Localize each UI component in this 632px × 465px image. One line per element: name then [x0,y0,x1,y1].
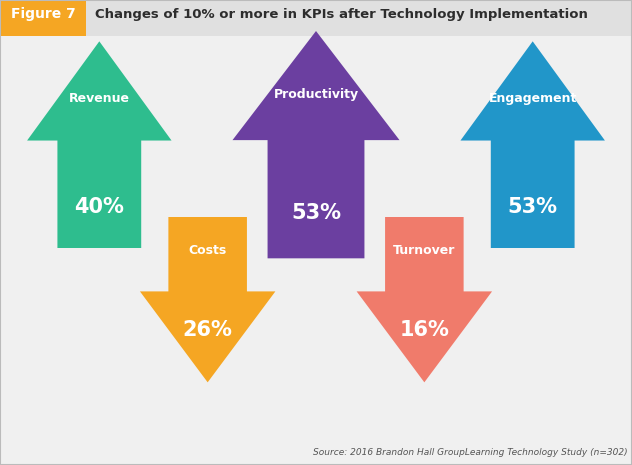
Polygon shape [461,41,605,248]
Polygon shape [233,31,399,259]
Bar [0,0,632,36]
Bar [0,0,86,36]
Text: 53%: 53% [291,203,341,223]
Text: 40%: 40% [75,197,125,217]
Text: 16%: 16% [399,319,449,339]
Text: Source: 2016 Brandon Hall GroupLearning Technology Study (n=302): Source: 2016 Brandon Hall GroupLearning … [313,448,628,457]
Text: Figure 7: Figure 7 [11,7,75,21]
Polygon shape [27,41,171,248]
Text: Productivity: Productivity [274,88,358,101]
Text: 53%: 53% [507,197,557,217]
Text: Engagement: Engagement [489,93,577,106]
Polygon shape [140,217,276,382]
Text: 26%: 26% [183,319,233,339]
Text: Turnover: Turnover [393,244,456,257]
Text: Changes of 10% or more in KPIs after Technology Implementation: Changes of 10% or more in KPIs after Tec… [95,8,588,21]
Text: Revenue: Revenue [69,93,130,106]
Text: Costs: Costs [188,244,227,257]
Polygon shape [356,217,492,382]
